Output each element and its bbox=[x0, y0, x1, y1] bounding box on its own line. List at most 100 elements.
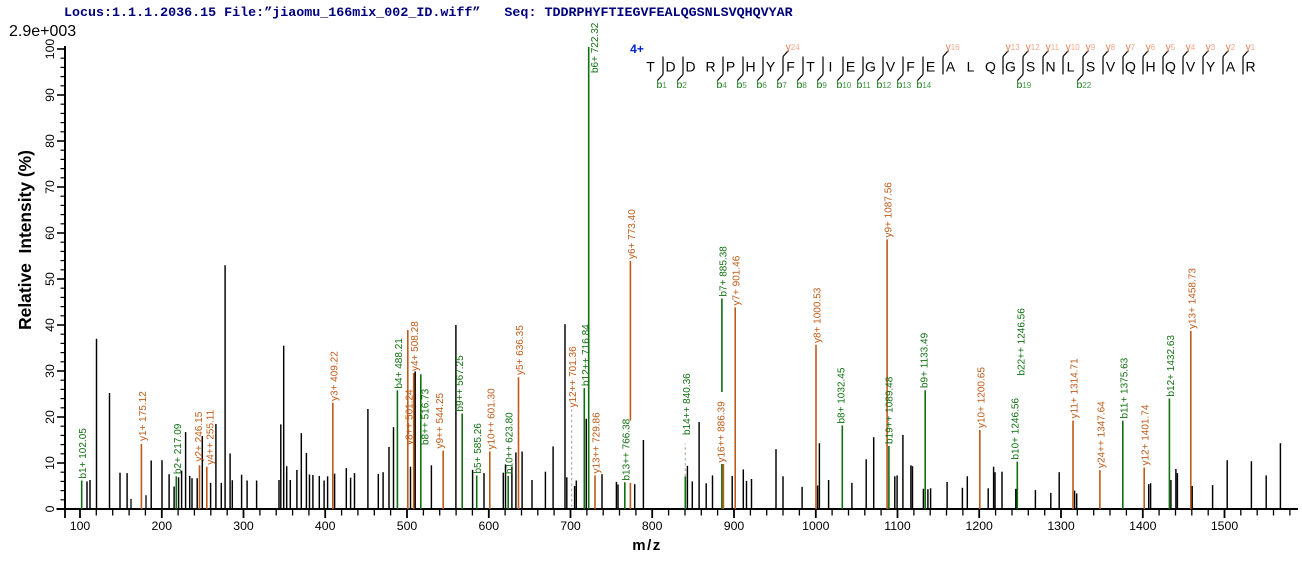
svg-text:b4+ 488.21: b4+ 488.21 bbox=[394, 338, 405, 389]
svg-text:y3+ 409.22: y3+ 409.22 bbox=[329, 351, 340, 401]
svg-text:30: 30 bbox=[43, 364, 57, 378]
svg-text:Y: Y bbox=[766, 59, 776, 75]
svg-text:y6+ 773.40: y6+ 773.40 bbox=[627, 209, 638, 259]
svg-text:y10: y10 bbox=[1066, 41, 1081, 53]
svg-text:b11: b11 bbox=[857, 79, 872, 91]
svg-text:b1+ 102.05: b1+ 102.05 bbox=[78, 428, 89, 479]
svg-text:b9++ 567.25: b9++ 567.25 bbox=[455, 355, 466, 412]
svg-text:b7+ 885.38: b7+ 885.38 bbox=[718, 246, 729, 297]
svg-text:y9++ 544.25: y9++ 544.25 bbox=[435, 392, 446, 448]
svg-text:80: 80 bbox=[43, 134, 57, 148]
svg-text:b19: b19 bbox=[1017, 79, 1032, 91]
svg-text:b1: b1 bbox=[657, 79, 668, 91]
svg-text:y2: y2 bbox=[1226, 41, 1236, 53]
svg-text:700: 700 bbox=[560, 519, 581, 533]
svg-text:Locus:1.1.1.2036.15 File:”jiao: Locus:1.1.1.2036.15 File:”jiaomu_166mix_… bbox=[64, 6, 793, 21]
svg-text:b12: b12 bbox=[877, 79, 892, 91]
svg-text:10: 10 bbox=[43, 456, 57, 470]
svg-text:b9+ 1133.49: b9+ 1133.49 bbox=[920, 332, 931, 388]
svg-text:V: V bbox=[1106, 59, 1116, 75]
svg-text:Q: Q bbox=[1125, 59, 1136, 75]
svg-text:b22++ 1246.56: b22++ 1246.56 bbox=[1016, 308, 1027, 376]
svg-text:90: 90 bbox=[43, 88, 57, 102]
svg-text:1100: 1100 bbox=[884, 519, 911, 533]
svg-text:b12+ 1432.63: b12+ 1432.63 bbox=[1166, 335, 1177, 397]
svg-text:400: 400 bbox=[315, 519, 336, 533]
svg-text:y8+ 1000.53: y8+ 1000.53 bbox=[813, 287, 824, 343]
svg-text:G: G bbox=[1005, 59, 1016, 75]
svg-text:y4+ 508.28: y4+ 508.28 bbox=[410, 321, 421, 371]
svg-text:y5: y5 bbox=[1166, 41, 1176, 53]
svg-text:S: S bbox=[1086, 59, 1095, 75]
svg-text:300: 300 bbox=[233, 519, 254, 533]
svg-text:b8++ 516.73: b8++ 516.73 bbox=[420, 388, 431, 445]
svg-text:1000: 1000 bbox=[802, 519, 830, 533]
svg-text:b9: b9 bbox=[817, 79, 828, 91]
svg-text:y12: y12 bbox=[1026, 41, 1041, 53]
svg-text:b6: b6 bbox=[757, 79, 768, 91]
svg-text:100: 100 bbox=[43, 39, 57, 60]
svg-text:y24: y24 bbox=[786, 41, 801, 53]
svg-text:1500: 1500 bbox=[1211, 519, 1239, 533]
svg-text:y3: y3 bbox=[1206, 41, 1216, 53]
svg-text:b14: b14 bbox=[917, 79, 932, 91]
svg-text:b5+ 585.26: b5+ 585.26 bbox=[473, 423, 484, 474]
svg-text:b7: b7 bbox=[777, 79, 788, 91]
svg-text:Q: Q bbox=[1165, 59, 1176, 75]
svg-text:1200: 1200 bbox=[966, 519, 994, 533]
svg-text:2.9e+003: 2.9e+003 bbox=[9, 23, 76, 40]
svg-text:T: T bbox=[646, 59, 655, 75]
svg-text:b6+ 722.32: b6+ 722.32 bbox=[590, 22, 601, 73]
svg-text:Y: Y bbox=[1206, 59, 1216, 75]
svg-text:F: F bbox=[786, 59, 795, 75]
svg-text:y8++ 501.24: y8++ 501.24 bbox=[404, 389, 415, 445]
svg-text:H: H bbox=[745, 59, 755, 75]
svg-text:b12++ 716.84: b12++ 716.84 bbox=[581, 324, 592, 386]
svg-text:R: R bbox=[1245, 59, 1255, 75]
svg-text:y12++ 701.36: y12++ 701.36 bbox=[568, 346, 579, 408]
svg-text:y9+ 1087.56: y9+ 1087.56 bbox=[884, 182, 895, 238]
svg-text:b2+ 217.09: b2+ 217.09 bbox=[173, 423, 184, 474]
svg-text:b11+ 1375.63: b11+ 1375.63 bbox=[1119, 357, 1130, 418]
svg-text:y1+ 175.12: y1+ 175.12 bbox=[138, 391, 149, 441]
svg-text:4+: 4+ bbox=[630, 42, 644, 56]
svg-text:b5: b5 bbox=[737, 79, 748, 91]
svg-text:y8: y8 bbox=[1106, 41, 1116, 53]
svg-text:I: I bbox=[829, 59, 833, 75]
svg-text:b8+ 1032.45: b8+ 1032.45 bbox=[836, 367, 847, 423]
svg-text:N: N bbox=[1045, 59, 1055, 75]
svg-text:P: P bbox=[726, 59, 735, 75]
svg-text:y1: y1 bbox=[1246, 41, 1256, 53]
svg-text:A: A bbox=[1226, 59, 1236, 75]
svg-text:V: V bbox=[1186, 59, 1196, 75]
svg-text:y4: y4 bbox=[1186, 41, 1196, 53]
svg-text:E: E bbox=[926, 59, 935, 75]
svg-text:1400: 1400 bbox=[1129, 519, 1157, 533]
svg-text:y13+ 1458.73: y13+ 1458.73 bbox=[1187, 268, 1198, 329]
svg-text:b14++ 840.36: b14++ 840.36 bbox=[682, 373, 693, 435]
svg-text:500: 500 bbox=[397, 519, 418, 533]
svg-text:0: 0 bbox=[43, 505, 57, 512]
svg-text:60: 60 bbox=[43, 226, 57, 240]
svg-text:H: H bbox=[1145, 59, 1155, 75]
svg-text:900: 900 bbox=[724, 519, 745, 533]
svg-text:m/z: m/z bbox=[632, 537, 662, 554]
svg-text:600: 600 bbox=[479, 519, 500, 533]
svg-text:y5+ 636.35: y5+ 636.35 bbox=[515, 325, 526, 375]
svg-text:y24++ 1347.64: y24++ 1347.64 bbox=[1096, 401, 1107, 468]
svg-text:L: L bbox=[1067, 59, 1075, 75]
svg-text:L: L bbox=[967, 59, 975, 75]
svg-text:G: G bbox=[865, 59, 876, 75]
svg-text:1300: 1300 bbox=[1047, 519, 1075, 533]
svg-text:b19++ 1089.48: b19++ 1089.48 bbox=[884, 376, 895, 444]
svg-text:20: 20 bbox=[43, 410, 57, 424]
svg-text:b4: b4 bbox=[717, 79, 728, 91]
svg-text:y13: y13 bbox=[1006, 41, 1021, 53]
svg-text:y10+ 1200.65: y10+ 1200.65 bbox=[976, 367, 987, 428]
svg-text:y11+ 1314.71: y11+ 1314.71 bbox=[1070, 358, 1081, 419]
svg-text:V: V bbox=[886, 59, 896, 75]
svg-text:y7+ 901.46: y7+ 901.46 bbox=[732, 255, 743, 305]
svg-text:800: 800 bbox=[642, 519, 663, 533]
svg-text:y7: y7 bbox=[1126, 41, 1136, 53]
svg-text:T: T bbox=[806, 59, 815, 75]
